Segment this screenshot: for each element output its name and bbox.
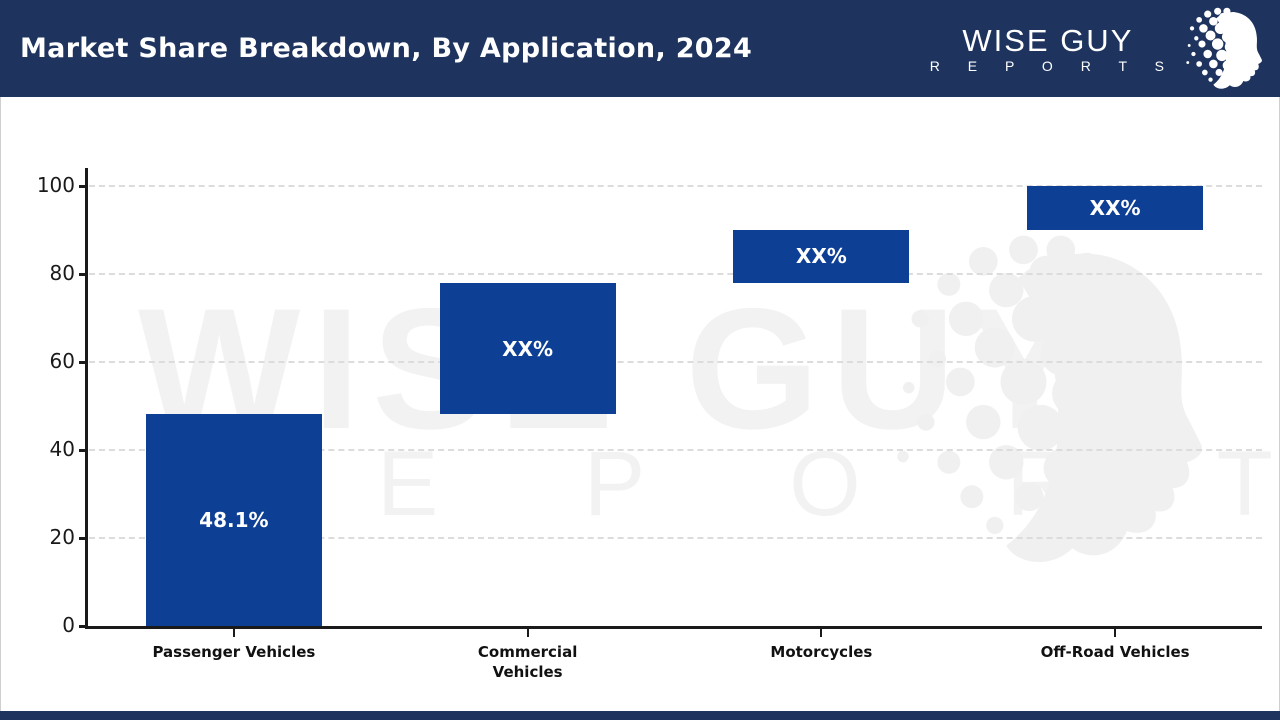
y-axis-label-80: 80	[49, 261, 75, 285]
y-axis-label-0: 0	[62, 613, 75, 637]
bar-commercial-vehicles: XX%	[439, 282, 616, 415]
x-tick-passenger-vehicles	[232, 629, 235, 637]
header-bar: Market Share Breakdown, By Application, …	[0, 0, 1280, 97]
x-axis-label-passenger-vehicles: Passenger Vehicles	[152, 643, 316, 661]
logo-wordmark-line2: R E P O R T S	[929, 58, 1176, 74]
y-tick-100	[79, 185, 87, 188]
y-tick-20	[79, 537, 87, 540]
bar-value-label-off-road-vehicles: XX%	[1089, 196, 1141, 220]
bar-motorcycles: XX%	[733, 230, 910, 283]
logo-wordmark-line1: WISE GUY	[962, 23, 1134, 58]
y-tick-0	[79, 625, 87, 628]
gridline-60	[89, 361, 1262, 363]
y-axis	[85, 168, 88, 629]
y-axis-label-100: 100	[36, 173, 75, 197]
x-axis-label-motorcycles: Motorcycles	[770, 643, 873, 661]
x-tick-commercial-vehicles	[526, 629, 529, 637]
bar-passenger-vehicles: 48.1%	[145, 414, 322, 626]
wise-guy-logo: WISE GUY R E P O R T S	[920, 6, 1266, 92]
wise-guy-head-icon	[1186, 7, 1262, 89]
page-title: Market Share Breakdown, By Application, …	[20, 33, 753, 64]
gridline-40	[89, 449, 1262, 451]
y-tick-60	[79, 361, 87, 364]
bar-value-label-commercial-vehicles: XX%	[502, 336, 554, 361]
x-axis-label-commercial-vehicles: Commercial Vehicles	[477, 643, 578, 681]
y-axis-label-40: 40	[49, 437, 75, 461]
x-tick-off-road-vehicles	[1114, 629, 1117, 637]
y-tick-40	[79, 449, 87, 452]
logo-wordmark: WISE GUY R E P O R T S	[920, 23, 1176, 75]
x-axis-label-off-road-vehicles: Off-Road Vehicles	[1040, 643, 1190, 661]
bar-value-label-passenger-vehicles: 48.1%	[199, 508, 269, 533]
x-axis	[85, 626, 1262, 629]
y-axis-label-60: 60	[49, 349, 75, 373]
x-tick-motorcycles	[820, 629, 823, 637]
gridline-80	[89, 273, 1262, 275]
y-axis-label-20: 20	[49, 525, 75, 549]
footer-bar	[0, 711, 1280, 720]
gridline-100	[89, 185, 1262, 187]
y-tick-80	[79, 273, 87, 276]
bar-value-label-motorcycles: XX%	[795, 244, 847, 269]
bar-off-road-vehicles: XX%	[1027, 186, 1204, 230]
gridline-20	[89, 537, 1262, 539]
